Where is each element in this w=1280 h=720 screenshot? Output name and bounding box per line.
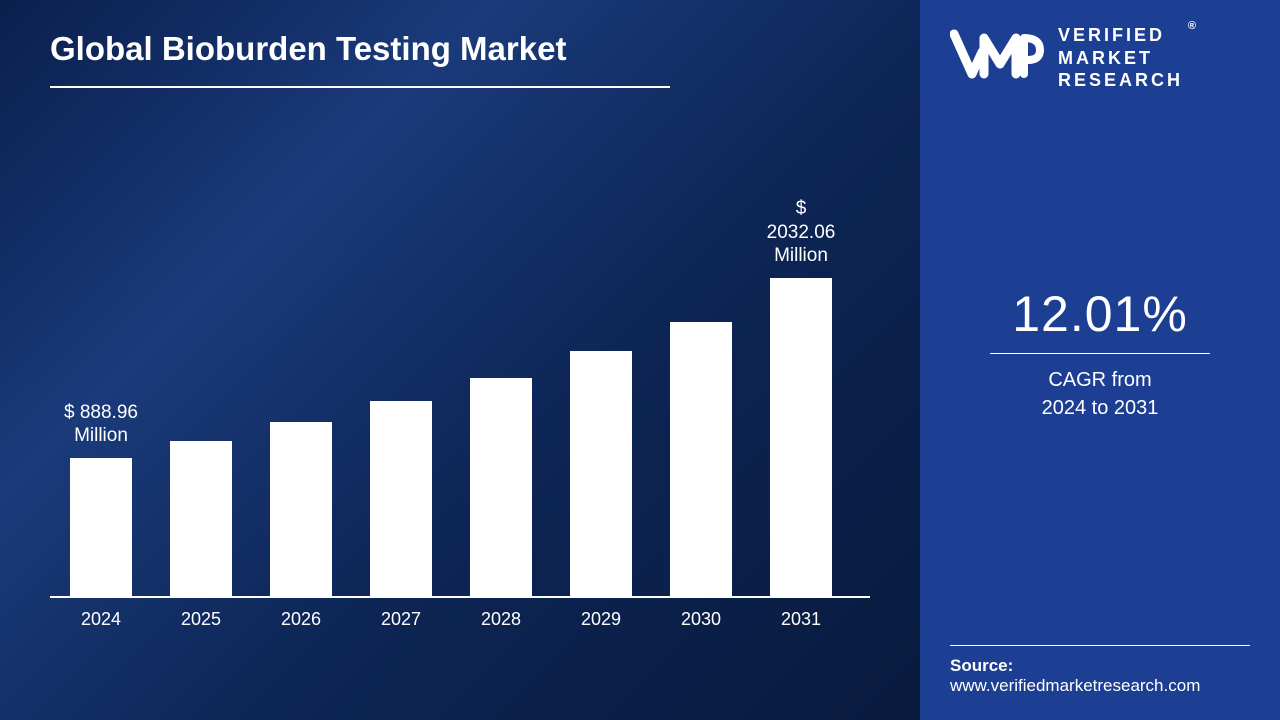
bar — [170, 441, 232, 598]
x-axis-label: 2030 — [681, 609, 721, 630]
x-axis-label: 2025 — [181, 609, 221, 630]
bar — [370, 401, 432, 598]
logo-line2: MARKET — [1058, 47, 1183, 70]
cagr-label-line2: 2024 to 2031 — [920, 394, 1280, 422]
source-label: Source: — [950, 656, 1250, 676]
page-title: Global Bioburden Testing Market — [50, 30, 870, 68]
logo: VERIFIED MARKET RESEARCH ® — [950, 24, 1250, 92]
cagr-underline — [990, 353, 1210, 354]
x-axis-label: 2031 — [781, 609, 821, 630]
x-axis-label: 2024 — [81, 609, 121, 630]
x-axis-label: 2028 — [481, 609, 521, 630]
x-axis-label: 2027 — [381, 609, 421, 630]
bar-value-label: $ 2032.06Million — [767, 197, 836, 268]
logo-text: VERIFIED MARKET RESEARCH ® — [1058, 24, 1183, 92]
bar — [70, 458, 132, 598]
cagr-block: 12.01% CAGR from 2024 to 2031 — [920, 285, 1280, 422]
bar — [770, 278, 832, 598]
main-panel: Global Bioburden Testing Market 2024 $ 88… — [0, 0, 920, 720]
x-axis-label: 2026 — [281, 609, 321, 630]
registered-mark: ® — [1188, 20, 1199, 34]
source-underline — [950, 645, 1250, 646]
bar — [570, 351, 632, 598]
side-panel: VERIFIED MARKET RESEARCH ® 12.01% CAGR f… — [920, 0, 1280, 720]
bar-chart: 2024 $ 888.96Million 2025 2026 2027 2028 2029 2… — [50, 168, 870, 638]
bar — [470, 378, 532, 598]
bar — [270, 422, 332, 598]
cagr-label-line1: CAGR from — [920, 366, 1280, 394]
bar-value-label: $ 888.96Million — [64, 401, 138, 449]
x-axis-label: 2029 — [581, 609, 621, 630]
title-underline — [50, 86, 670, 88]
cagr-label: CAGR from 2024 to 2031 — [920, 366, 1280, 422]
logo-line3: RESEARCH — [1058, 69, 1183, 92]
source-block: Source: www.verifiedmarketresearch.com — [950, 645, 1250, 696]
logo-line1: VERIFIED — [1058, 24, 1183, 47]
bar — [670, 322, 732, 598]
source-url: www.verifiedmarketresearch.com — [950, 676, 1250, 696]
cagr-value: 12.01% — [920, 285, 1280, 343]
vmr-logo-icon — [950, 24, 1046, 92]
